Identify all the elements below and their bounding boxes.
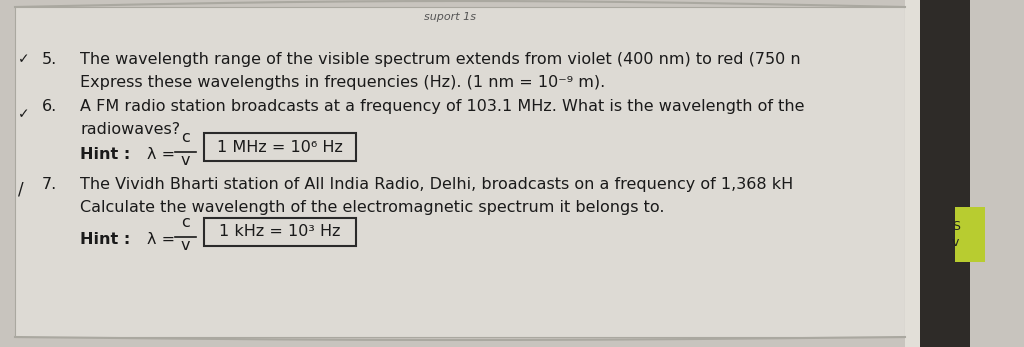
Text: c: c — [180, 215, 189, 230]
Text: c: c — [180, 130, 189, 145]
Text: A FM radio station broadcasts at a frequency of 103.1 MHz. What is the wavelengt: A FM radio station broadcasts at a frequ… — [80, 99, 805, 114]
Text: v: v — [180, 153, 189, 168]
Text: 1 kHz = 10³ Hz: 1 kHz = 10³ Hz — [219, 225, 341, 239]
Text: The Vividh Bharti station of All India Radio, Delhi, broadcasts on a frequency o: The Vividh Bharti station of All India R… — [80, 177, 794, 192]
Text: ✓: ✓ — [18, 107, 30, 121]
Bar — [905, 0, 920, 347]
Bar — [15, 7, 905, 337]
Text: v: v — [180, 238, 189, 253]
Text: The wavelength range of the visible spectrum extends from violet (400 nm) to red: The wavelength range of the visible spec… — [80, 52, 801, 67]
Text: Hint :: Hint : — [80, 147, 130, 162]
Text: 5.: 5. — [42, 52, 57, 67]
Text: Express these wavelengths in frequencies (Hz). (1 nm = 10⁻⁹ m).: Express these wavelengths in frequencies… — [80, 75, 605, 90]
Text: 7.: 7. — [42, 177, 57, 192]
Text: Hint :: Hint : — [80, 232, 130, 247]
Text: ✓: ✓ — [18, 52, 30, 66]
Text: S: S — [952, 220, 961, 234]
Text: suport 1s: suport 1s — [424, 12, 476, 22]
Bar — [955, 207, 985, 262]
Text: Calculate the wavelength of the electromagnetic spectrum it belongs to.: Calculate the wavelength of the electrom… — [80, 200, 665, 215]
Text: /: / — [18, 180, 24, 198]
Bar — [910, 0, 970, 347]
FancyBboxPatch shape — [204, 133, 356, 161]
FancyBboxPatch shape — [204, 218, 356, 246]
Text: 1 MHz = 10⁶ Hz: 1 MHz = 10⁶ Hz — [217, 139, 343, 154]
Text: λ =: λ = — [147, 147, 175, 162]
Text: λ =: λ = — [147, 232, 175, 247]
Text: radiowaves?: radiowaves? — [80, 122, 180, 137]
Text: 6.: 6. — [42, 99, 57, 114]
Text: v: v — [952, 236, 959, 248]
